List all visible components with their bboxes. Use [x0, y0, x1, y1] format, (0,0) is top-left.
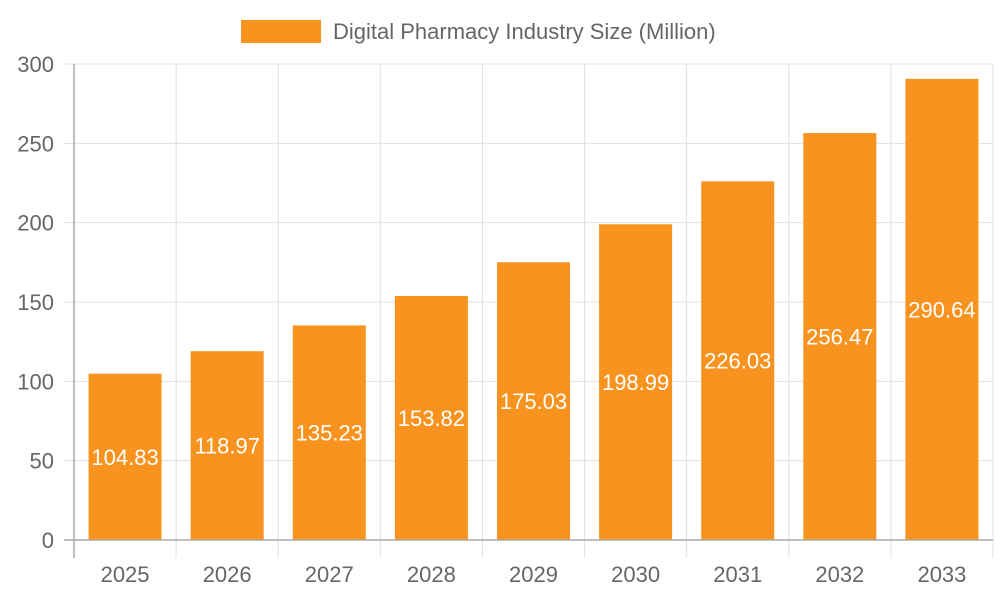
data-label: 153.82 [398, 406, 465, 431]
x-tick-label: 2029 [509, 562, 558, 587]
bar [88, 373, 162, 540]
x-tick-label: 2028 [407, 562, 456, 587]
bars: 104.83 118.97 135.23 153.82 175.03 198.99 226.… [88, 78, 979, 541]
x-tick-label: 2033 [917, 562, 966, 587]
data-label: 175.03 [500, 389, 567, 414]
x-tick-label: 2030 [611, 562, 660, 587]
bar [497, 262, 570, 540]
bar [905, 78, 979, 540]
data-label: 198.99 [602, 370, 669, 395]
legend-swatch [241, 20, 321, 43]
x-tick-label: 2027 [305, 562, 354, 587]
x-tick-label: 2032 [815, 562, 864, 587]
legend-label: Digital Pharmacy Industry Size (Million) [333, 19, 716, 44]
bar [599, 224, 673, 540]
data-label: 256.47 [806, 325, 873, 350]
x-tick-label: 2031 [713, 562, 762, 587]
x-tick-label: 2026 [203, 562, 252, 587]
bar [701, 181, 775, 541]
grid [64, 63, 994, 558]
y-tick-label: 50 [30, 449, 54, 474]
y-tick-label: 150 [17, 290, 54, 315]
y-tick-label: 100 [17, 369, 54, 394]
data-label: 118.97 [194, 434, 260, 459]
bar [394, 295, 468, 540]
y-tick-label: 300 [17, 52, 54, 77]
data-label: 104.83 [91, 445, 158, 470]
y-tick-label: 250 [17, 131, 54, 156]
y-tick-label: 200 [17, 211, 54, 236]
axes: 0 50 100 150 200 250 300 2025 2026 2027 2028 2029 20… [17, 52, 993, 587]
x-tick-label: 2025 [101, 562, 150, 587]
data-label: 290.64 [908, 297, 975, 322]
data-label: 226.03 [704, 349, 771, 374]
bar [803, 133, 877, 540]
data-label: 135.23 [296, 421, 363, 446]
legend[interactable]: Digital Pharmacy Industry Size (Million) [241, 19, 716, 44]
y-tick-label: 0 [42, 528, 54, 553]
bar [190, 351, 264, 540]
bar [292, 325, 366, 540]
